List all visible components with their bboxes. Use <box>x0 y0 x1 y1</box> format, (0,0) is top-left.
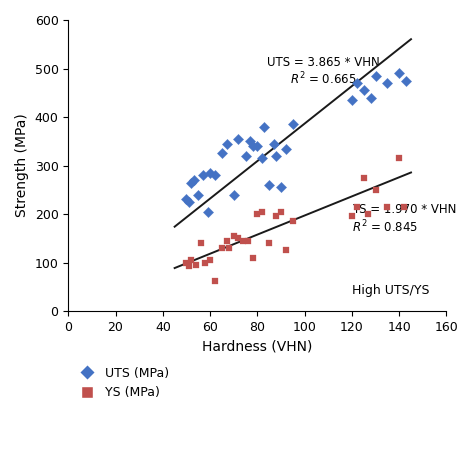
Point <box>372 72 379 80</box>
Point <box>244 237 252 245</box>
Point <box>289 218 297 225</box>
Point <box>218 244 226 252</box>
Point <box>372 186 379 193</box>
Point <box>204 208 211 215</box>
Point <box>289 120 297 128</box>
Point <box>194 191 202 199</box>
Point <box>225 244 233 252</box>
Point <box>242 152 249 160</box>
Point <box>211 277 219 285</box>
Point <box>277 183 285 191</box>
Text: UTS = 3.865 * VHN: UTS = 3.865 * VHN <box>267 55 380 69</box>
Legend: UTS (MPa), YS (MPa): UTS (MPa), YS (MPa) <box>74 367 169 399</box>
Point <box>265 239 273 247</box>
Point <box>258 155 266 162</box>
Point <box>211 172 219 179</box>
Point <box>270 140 278 147</box>
Point <box>254 210 261 218</box>
Point <box>348 96 356 104</box>
Point <box>383 79 391 87</box>
X-axis label: Hardness (VHN): Hardness (VHN) <box>202 339 312 353</box>
Point <box>199 172 207 179</box>
Text: High UTS/YS: High UTS/YS <box>352 283 429 297</box>
Text: $R^2$ = 0.665: $R^2$ = 0.665 <box>291 70 357 87</box>
Point <box>185 198 192 206</box>
Point <box>206 169 214 177</box>
Point <box>282 246 290 254</box>
Point <box>282 145 290 152</box>
Point <box>235 135 242 143</box>
Point <box>182 196 190 203</box>
Point <box>218 150 226 157</box>
Point <box>190 176 197 184</box>
Point <box>273 213 280 220</box>
Point <box>273 152 280 160</box>
Point <box>182 259 190 266</box>
Point <box>353 203 360 210</box>
Point <box>265 181 273 189</box>
Y-axis label: Strength (MPa): Strength (MPa) <box>15 114 29 218</box>
Point <box>360 174 367 182</box>
Point <box>395 155 403 162</box>
Point <box>402 77 410 84</box>
Point <box>230 191 237 199</box>
Point <box>230 232 237 240</box>
Point <box>254 142 261 150</box>
Point <box>206 256 214 264</box>
Point <box>395 70 403 77</box>
Point <box>365 210 372 218</box>
Point <box>360 87 367 94</box>
Point <box>235 235 242 242</box>
Point <box>197 239 204 247</box>
Point <box>400 203 408 210</box>
Point <box>239 237 247 245</box>
Text: YS = 1.970 * VHN: YS = 1.970 * VHN <box>352 203 456 217</box>
Point <box>185 262 192 270</box>
Point <box>246 137 254 145</box>
Point <box>348 213 356 220</box>
Point <box>383 203 391 210</box>
Point <box>261 123 268 130</box>
Text: $R^2$ = 0.845: $R^2$ = 0.845 <box>352 219 418 235</box>
Point <box>258 208 266 215</box>
Point <box>249 142 256 150</box>
Point <box>223 237 230 245</box>
Point <box>223 140 230 147</box>
Point <box>353 79 360 87</box>
Point <box>277 208 285 215</box>
Point <box>201 259 209 266</box>
Point <box>192 261 200 269</box>
Point <box>367 94 374 101</box>
Point <box>249 254 256 262</box>
Point <box>187 179 195 186</box>
Point <box>187 256 195 264</box>
